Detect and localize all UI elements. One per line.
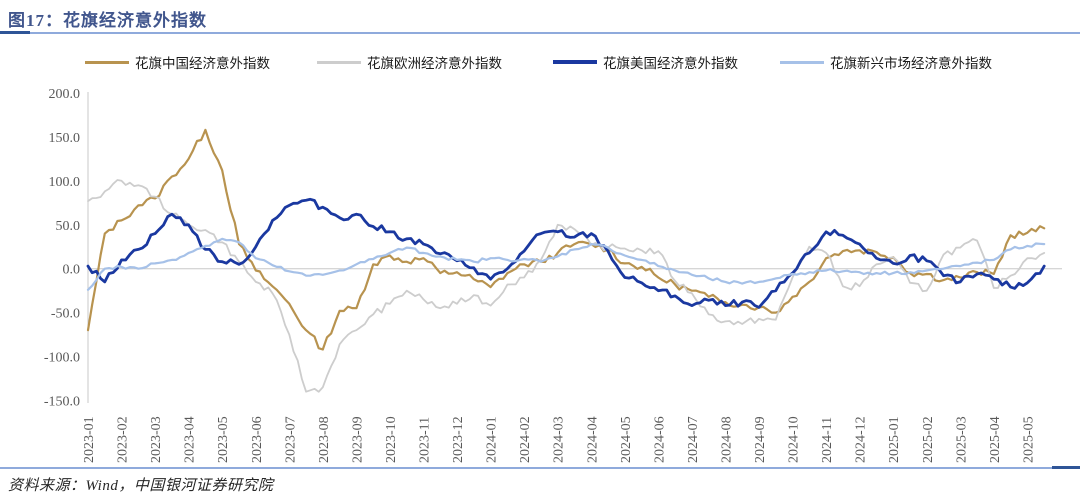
svg-text:100.0: 100.0 xyxy=(49,175,81,190)
svg-text:2023-04: 2023-04 xyxy=(183,416,198,463)
svg-text:2024-05: 2024-05 xyxy=(619,416,634,463)
svg-text:2023-08: 2023-08 xyxy=(317,416,332,463)
legend: 花旗中国经济意外指数 花旗欧洲经济意外指数 花旗美国经济意外指数 花旗新兴市场经… xyxy=(0,52,1080,72)
svg-text:2025-04: 2025-04 xyxy=(988,416,1003,463)
svg-text:2023-11: 2023-11 xyxy=(418,417,433,463)
svg-text:2023-05: 2023-05 xyxy=(216,416,231,463)
legend-item-europe: 花旗欧洲经济意外指数 xyxy=(317,52,502,72)
svg-text:2025-03: 2025-03 xyxy=(954,416,969,463)
svg-text:2024-08: 2024-08 xyxy=(719,416,734,463)
svg-text:2024-01: 2024-01 xyxy=(485,416,500,463)
legend-item-us: 花旗美国经济意外指数 xyxy=(553,52,738,72)
figure-title: 图17：花旗经济意外指数 xyxy=(8,11,207,30)
legend-line-swatch-europe xyxy=(317,60,361,64)
svg-text:2023-02: 2023-02 xyxy=(116,416,131,463)
footer-rule xyxy=(0,467,1080,469)
svg-text:150.0: 150.0 xyxy=(49,131,81,146)
svg-text:50.0: 50.0 xyxy=(56,219,81,234)
svg-text:2023-03: 2023-03 xyxy=(149,416,164,463)
legend-item-em: 花旗新兴市场经济意外指数 xyxy=(780,52,992,72)
legend-label-china: 花旗中国经济意外指数 xyxy=(135,56,270,71)
svg-text:0.0: 0.0 xyxy=(63,263,81,278)
svg-text:2024-03: 2024-03 xyxy=(552,416,567,463)
svg-text:2024-11: 2024-11 xyxy=(820,417,835,463)
legend-label-us: 花旗美国经济意外指数 xyxy=(603,56,738,71)
header-rule xyxy=(0,32,1080,34)
svg-text:2024-09: 2024-09 xyxy=(753,416,768,463)
svg-text:2023-06: 2023-06 xyxy=(250,416,265,463)
legend-item-china: 花旗中国经济意外指数 xyxy=(85,52,270,72)
legend-label-europe: 花旗欧洲经济意外指数 xyxy=(367,56,502,71)
svg-text:2024-06: 2024-06 xyxy=(652,416,667,463)
svg-text:2024-04: 2024-04 xyxy=(585,416,600,463)
svg-text:2025-01: 2025-01 xyxy=(887,416,902,463)
svg-text:2023-12: 2023-12 xyxy=(451,416,466,463)
legend-label-em: 花旗新兴市场经济意外指数 xyxy=(830,56,992,71)
svg-text:2024-10: 2024-10 xyxy=(787,416,802,463)
svg-text:2024-07: 2024-07 xyxy=(686,416,701,463)
legend-line-swatch-em xyxy=(780,60,824,64)
legend-line-swatch-china xyxy=(85,60,129,64)
source-note: 资料来源：Wind，中国银河证券研究院 xyxy=(8,478,274,494)
svg-text:2023-09: 2023-09 xyxy=(350,416,365,463)
svg-text:-100.0: -100.0 xyxy=(44,351,80,366)
svg-text:2024-02: 2024-02 xyxy=(518,416,533,463)
svg-text:2025-05: 2025-05 xyxy=(1021,416,1036,463)
svg-text:-150.0: -150.0 xyxy=(44,394,80,409)
svg-text:2023-10: 2023-10 xyxy=(384,416,399,463)
svg-text:2025-02: 2025-02 xyxy=(921,416,936,463)
svg-text:2023-01: 2023-01 xyxy=(82,416,97,463)
legend-line-swatch-us xyxy=(553,60,597,64)
svg-text:2024-12: 2024-12 xyxy=(854,416,869,463)
svg-text:-50.0: -50.0 xyxy=(51,307,80,322)
svg-text:2023-07: 2023-07 xyxy=(283,416,298,463)
svg-text:200.0: 200.0 xyxy=(49,87,81,102)
footer-rule-accent xyxy=(1052,466,1080,469)
header-rule-accent xyxy=(0,31,30,34)
